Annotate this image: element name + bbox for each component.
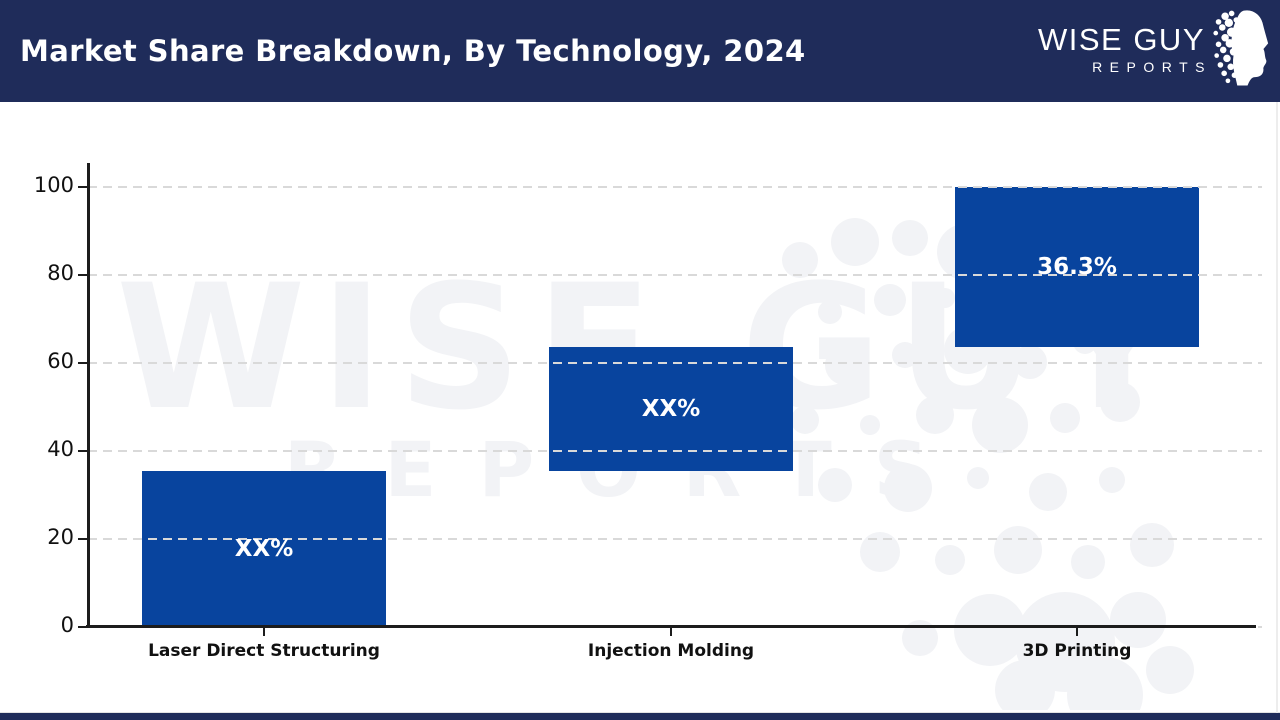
y-tick-mark-80	[78, 274, 88, 276]
y-tick-label-60: 60	[47, 349, 74, 373]
x-tick-label-laser-direct-structuring: Laser Direct Structuring	[148, 641, 380, 661]
y-tick-label-100: 100	[33, 173, 74, 197]
bar-value-text: XX%	[641, 395, 701, 422]
y-tick-label-0: 0	[60, 613, 74, 637]
gridline-y-60	[88, 362, 1262, 364]
wiseguy-head-icon	[1213, 10, 1269, 86]
bar-3d-printing	[955, 187, 1199, 347]
wiseguy-logo: WISE GUY REPORTS	[1038, 8, 1270, 90]
bar-value-label-3d-printing: 36.3%	[955, 187, 1199, 347]
bar-laser-direct-structuring	[142, 470, 386, 627]
header-bar: Market Share Breakdown, By Technology, 2…	[0, 0, 1280, 102]
chart-title: Market Share Breakdown, By Technology, 2…	[20, 34, 806, 68]
x-tick-mark-injection-molding	[670, 628, 672, 636]
x-tick-label-injection-molding: Injection Molding	[587, 641, 755, 661]
y-tick-mark-20	[78, 538, 88, 540]
gridline-y-100	[88, 186, 1262, 188]
wiseguy-logo-text: WISE GUY REPORTS	[1037, 22, 1205, 75]
x-tick-mark-laser-direct-structuring	[263, 628, 265, 636]
y-tick-label-80: 80	[47, 261, 74, 285]
y-tick-mark-0	[78, 626, 88, 628]
gridline-y-20	[88, 538, 1262, 540]
logo-wordmark: WISE GUY	[1037, 22, 1205, 58]
gridline-y-40	[88, 450, 1262, 452]
y-tick-label-40: 40	[47, 437, 74, 461]
y-tick-mark-40	[78, 450, 88, 452]
bar-value-label-injection-molding: XX%	[549, 347, 793, 471]
gridline-y-80	[88, 274, 1262, 276]
y-tick-label-20: 20	[47, 525, 74, 549]
x-tick-mark-3d-printing	[1076, 628, 1078, 636]
bar-value-label-laser-direct-structuring: XX%	[142, 471, 386, 627]
x-tick-label-3d-printing: 3D Printing	[1022, 641, 1132, 661]
x-axis-line	[86, 625, 1256, 628]
bar-value-text: XX%	[234, 535, 294, 562]
footer-bar	[0, 712, 1280, 720]
y-tick-mark-60	[78, 362, 88, 364]
logo-subtext: REPORTS	[1092, 58, 1212, 75]
y-axis-line	[87, 163, 90, 628]
bar-value-text: 36.3%	[1037, 253, 1117, 280]
y-tick-mark-100	[78, 186, 88, 188]
figure-right-border	[1276, 102, 1278, 713]
